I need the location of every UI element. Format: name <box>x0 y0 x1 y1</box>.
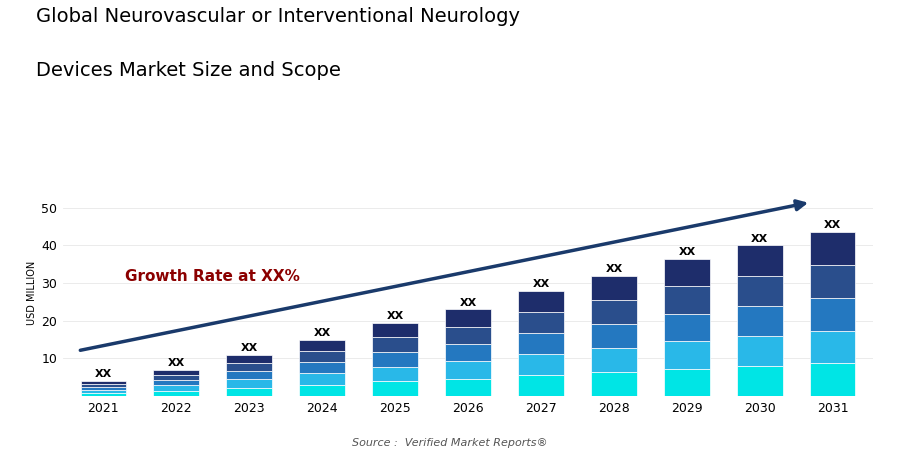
Text: XX: XX <box>824 220 842 230</box>
Bar <box>300 374 345 385</box>
Bar <box>154 375 199 380</box>
Text: XX: XX <box>532 279 550 289</box>
Bar <box>80 393 126 396</box>
Text: XX: XX <box>606 264 623 274</box>
Bar <box>664 286 709 314</box>
Bar <box>810 330 856 363</box>
Bar <box>810 265 856 298</box>
Bar <box>518 312 563 333</box>
Text: Global Neurovascular or Interventional Neurology: Global Neurovascular or Interventional N… <box>36 7 520 26</box>
Text: Devices Market Size and Scope: Devices Market Size and Scope <box>36 61 341 80</box>
Bar <box>737 336 782 366</box>
Text: XX: XX <box>167 358 184 368</box>
Bar <box>373 323 418 338</box>
Bar <box>664 259 709 286</box>
Bar <box>80 387 126 390</box>
Bar <box>518 375 563 396</box>
Bar <box>591 348 636 372</box>
Bar <box>737 366 782 396</box>
Y-axis label: USD MILLION: USD MILLION <box>27 261 37 324</box>
Text: XX: XX <box>459 297 477 307</box>
Text: XX: XX <box>94 369 112 379</box>
Bar <box>154 380 199 386</box>
Bar <box>446 379 491 396</box>
Bar <box>300 340 345 351</box>
Bar <box>446 344 491 361</box>
Text: XX: XX <box>240 343 257 353</box>
Bar <box>737 275 782 306</box>
Bar <box>518 354 563 375</box>
Bar <box>373 352 418 367</box>
Bar <box>300 362 345 373</box>
Bar <box>446 361 491 379</box>
Bar <box>737 306 782 336</box>
Bar <box>810 363 856 396</box>
Bar <box>518 333 563 354</box>
Bar <box>810 232 856 265</box>
Bar <box>154 369 199 375</box>
Bar <box>518 291 563 312</box>
Text: XX: XX <box>752 234 769 243</box>
Bar <box>446 310 491 327</box>
Bar <box>664 369 709 396</box>
Bar <box>227 379 272 388</box>
Bar <box>591 300 636 324</box>
Bar <box>227 388 272 396</box>
Bar <box>154 391 199 396</box>
Bar <box>227 355 272 363</box>
Bar <box>80 381 126 384</box>
Bar <box>591 324 636 348</box>
Bar <box>373 367 418 381</box>
Bar <box>80 390 126 393</box>
Bar <box>300 385 345 396</box>
Bar <box>154 386 199 391</box>
Bar <box>591 372 636 396</box>
Text: XX: XX <box>313 328 330 338</box>
Text: XX: XX <box>679 247 696 257</box>
Bar <box>446 327 491 344</box>
Bar <box>737 245 782 275</box>
Bar <box>664 341 709 369</box>
Text: Growth Rate at XX%: Growth Rate at XX% <box>125 269 300 284</box>
Bar <box>227 371 272 379</box>
Bar <box>373 381 418 396</box>
Bar <box>373 338 418 352</box>
Bar <box>664 314 709 341</box>
Bar <box>227 363 272 371</box>
Text: XX: XX <box>386 311 404 321</box>
Bar <box>810 298 856 330</box>
Bar <box>80 384 126 387</box>
Bar <box>591 275 636 300</box>
Bar <box>300 351 345 362</box>
Text: Source :  Verified Market Reports®: Source : Verified Market Reports® <box>352 438 548 448</box>
